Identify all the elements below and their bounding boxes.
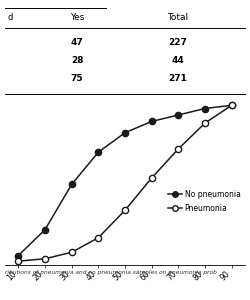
Text: Total: Total [167, 14, 188, 22]
Text: Yes: Yes [70, 14, 84, 22]
Text: 28: 28 [71, 56, 83, 65]
Text: d: d [8, 13, 13, 22]
Text: 75: 75 [71, 74, 83, 83]
Text: ributions of pneumonia and no pneumonia samples on pneumonia prob: ributions of pneumonia and no pneumonia … [5, 269, 217, 275]
Text: 47: 47 [71, 38, 84, 47]
Text: 44: 44 [172, 56, 184, 65]
Legend: No pneumonia, Pneumonia: No pneumonia, Pneumonia [165, 187, 244, 216]
Text: 271: 271 [168, 74, 187, 83]
Text: 227: 227 [168, 38, 187, 47]
